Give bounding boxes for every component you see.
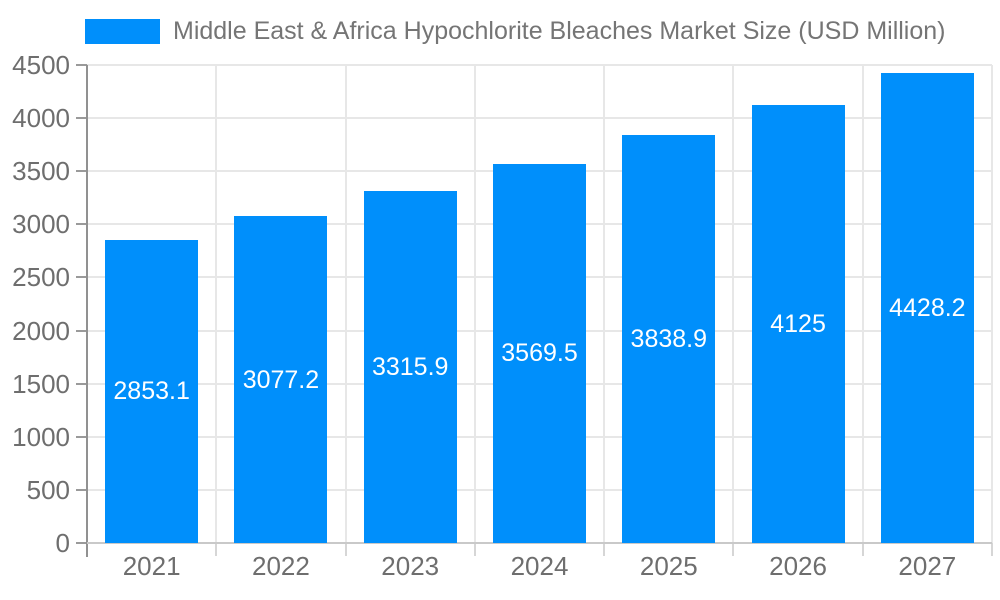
bar-value-label: 3315.9 [371, 352, 449, 381]
y-axis-label: 0 [55, 528, 70, 558]
y-axis-label: 4500 [12, 50, 70, 80]
y-axis-label: 3000 [12, 209, 70, 240]
x-axis-label: 2021 [122, 551, 181, 581]
y-axis-line [86, 65, 88, 557]
x-axis-label: 2025 [639, 551, 698, 581]
x-axis-tick [215, 543, 218, 556]
y-axis-tick [76, 542, 87, 544]
x-axis-label: 2024 [510, 551, 569, 581]
bar-value-label: 3838.9 [630, 325, 708, 354]
x-axis-label: 2023 [381, 551, 440, 581]
bar-value-label: 2853.1 [113, 377, 190, 406]
y-axis-tick [76, 329, 87, 332]
bar[interactable] [751, 104, 845, 543]
y-axis-label: 2500 [12, 262, 70, 293]
legend-item[interactable]: Middle East & Africa Hypochlorite Bleach… [85, 16, 946, 46]
v-gridline [215, 65, 218, 543]
bar[interactable] [234, 216, 328, 543]
y-axis-label: 2000 [12, 315, 70, 346]
chart-title: Middle East & Africa Hypochlorite Bleach… [173, 17, 946, 45]
v-gridline [603, 65, 606, 543]
bar[interactable] [622, 135, 716, 543]
bar-value-label: 4125 [770, 309, 826, 338]
v-gridline [344, 65, 347, 543]
bar[interactable] [105, 239, 199, 543]
legend-swatch [85, 18, 160, 44]
v-gridline [473, 65, 476, 543]
y-axis-tick [76, 382, 87, 385]
y-axis-tick [76, 117, 87, 120]
bar[interactable] [493, 163, 586, 543]
bar[interactable] [363, 190, 457, 543]
v-gridline [861, 65, 864, 543]
x-axis-tick [473, 543, 476, 556]
x-axis-label: 2022 [252, 551, 310, 581]
x-axis-tick [861, 543, 864, 556]
y-axis-tick [76, 223, 87, 226]
bar-value-label: 3569.5 [501, 339, 578, 368]
y-axis-tick [76, 64, 87, 66]
x-axis-tick [344, 543, 347, 556]
x-axis-label: 2027 [898, 551, 957, 581]
y-axis-tick [76, 276, 87, 279]
y-axis-label: 1000 [12, 421, 70, 452]
x-axis-tick [732, 543, 735, 556]
y-axis-label: 500 [26, 474, 70, 505]
v-gridline [991, 65, 993, 543]
bar-value-label: 3077.2 [242, 365, 320, 394]
bar-value-label: 4428.2 [889, 293, 966, 322]
h-gridline [87, 117, 992, 120]
bar[interactable] [880, 72, 974, 543]
x-axis-tick [603, 543, 606, 556]
y-axis-label: 4000 [12, 103, 70, 134]
h-gridline [87, 64, 992, 66]
y-axis-tick [76, 488, 87, 491]
y-axis-label: 3500 [12, 156, 70, 187]
y-axis-tick [76, 170, 87, 173]
x-axis-label: 2026 [769, 551, 827, 581]
x-axis-line [87, 542, 992, 544]
y-axis-label: 1500 [12, 368, 70, 399]
v-gridline [732, 65, 735, 543]
y-axis-tick [76, 435, 87, 438]
x-axis-tick [991, 543, 993, 556]
